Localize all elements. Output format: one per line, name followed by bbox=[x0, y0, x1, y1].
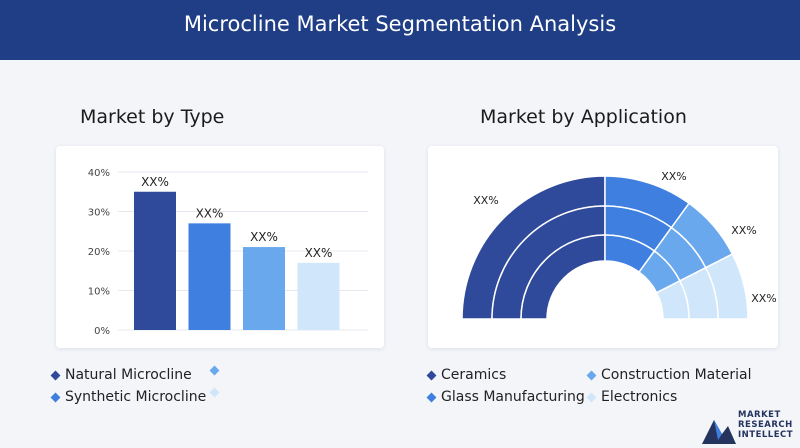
bar bbox=[188, 223, 231, 330]
legend-item-electronics: Electronics bbox=[586, 389, 678, 405]
bar-data-label: XX% bbox=[141, 175, 169, 189]
bar bbox=[134, 191, 176, 330]
bar bbox=[297, 262, 340, 330]
y-tick-label: 30% bbox=[88, 208, 110, 219]
y-tick-label: 0% bbox=[94, 326, 110, 337]
slice-data-label: XX% bbox=[661, 170, 687, 183]
logo-text: MARKET RESEARCH INTELLECT bbox=[738, 410, 793, 440]
type-section-title: Market by Type bbox=[80, 106, 225, 128]
legend-label: Synthetic Microcline bbox=[65, 389, 207, 405]
legend-label: Ceramics bbox=[441, 367, 507, 383]
page-title: Microcline Market Segmentation Analysis bbox=[183, 12, 617, 36]
slice-data-label: XX% bbox=[473, 194, 499, 207]
bar-data-label: XX% bbox=[250, 230, 278, 244]
legend-marker-icon bbox=[586, 370, 597, 380]
legend-marker-icon bbox=[50, 392, 61, 402]
slice-data-label: XX% bbox=[731, 224, 757, 237]
legend-marker-icon bbox=[209, 387, 220, 398]
bar bbox=[243, 247, 285, 330]
legend-label: Construction Material bbox=[601, 367, 752, 383]
donut-slice bbox=[655, 279, 690, 320]
type-bar-chart: 0% 10% 20% 30% 40% XX% XX% XX% XX% bbox=[88, 168, 368, 337]
application-section-title: Market by Application bbox=[480, 106, 687, 128]
type-chart-panel: 0% 10% 20% 30% 40% XX% XX% XX% XX% bbox=[56, 146, 384, 348]
y-tick-label: 20% bbox=[88, 247, 110, 258]
logo-text-line: INTELLECT bbox=[738, 430, 794, 440]
application-donut-chart: XX% XX% XX% XX% bbox=[461, 170, 777, 320]
legend-label: Electronics bbox=[601, 389, 678, 405]
legend-item-synthetic-microcline: Synthetic Microcline bbox=[50, 389, 207, 405]
legend-item-construction-material: Construction Material bbox=[586, 367, 752, 383]
application-chart-panel: XX% XX% XX% XX% bbox=[428, 146, 778, 348]
bar-data-label: XX% bbox=[305, 246, 333, 260]
y-tick-label: 40% bbox=[88, 168, 110, 179]
legend-item-ceramics: Ceramics bbox=[426, 367, 507, 383]
legend-label: Glass Manufacturing bbox=[441, 389, 585, 405]
legend-marker-icon bbox=[426, 392, 437, 402]
legend-item-unlabeled-2 bbox=[209, 387, 224, 398]
legend-item-natural-microcline: Natural Microcline bbox=[50, 367, 192, 383]
legend-marker-icon bbox=[426, 370, 437, 380]
bar-data-label: XX% bbox=[196, 206, 224, 220]
logo-text-line: MARKET bbox=[738, 410, 781, 420]
legend-label: Natural Microcline bbox=[65, 367, 192, 383]
slice-data-label: XX% bbox=[751, 292, 777, 305]
legend-item-unlabeled-1 bbox=[209, 365, 224, 376]
legend-item-glass-manufacturing: Glass Manufacturing bbox=[426, 389, 585, 405]
market-research-intellect-logo bbox=[702, 420, 736, 444]
legend-marker-icon bbox=[50, 370, 61, 380]
header-banner: Microcline Market Segmentation Analysis bbox=[0, 0, 800, 60]
logo-text-line: RESEARCH bbox=[738, 420, 793, 430]
legend-marker-icon bbox=[209, 365, 220, 376]
y-tick-label: 10% bbox=[88, 287, 110, 298]
legend-marker-icon bbox=[586, 392, 597, 402]
